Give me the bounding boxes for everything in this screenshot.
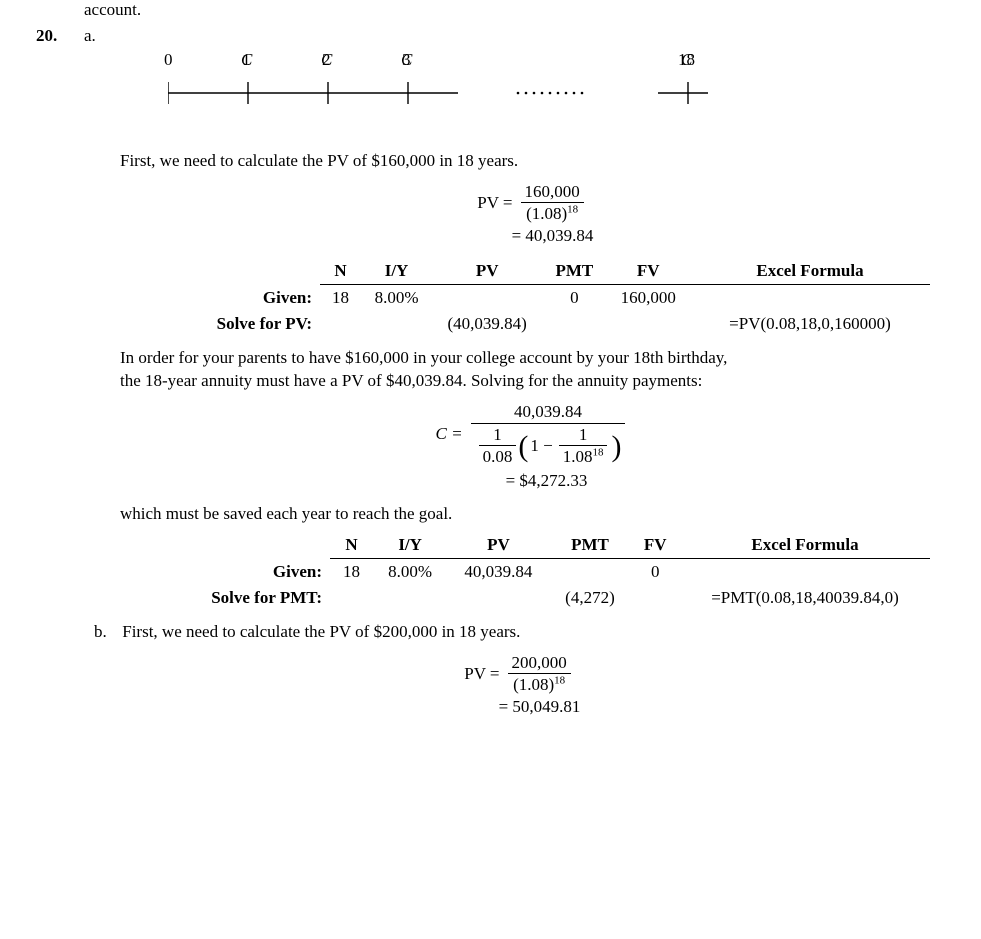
t2-s-pmt: (4,272) [550,585,631,611]
eq3-lhs: PV = [464,664,499,684]
t1-g-n: 18 [320,285,361,312]
calc-table-pmt: N I/Y PV PMT FV Excel Formula Given: 18 … [150,532,930,611]
prev-page-fragment: account. [84,0,945,20]
eq1-result: = 40,039.84 [512,226,594,246]
eq3-num: 200,000 [508,652,571,674]
timeline-c-18: C [681,50,692,70]
equation-pv-160k: PV = 160,000 (1.08)18 = 40,039.84 [120,181,945,247]
t2-g-fv: 0 [630,559,680,586]
t1-h-n: N [320,258,361,285]
t2-g-pv: 40,039.84 [447,559,549,586]
eq2-b1d: 0.08 [479,446,517,467]
paragraph-b1: First, we need to calculate the PV of $2… [122,622,520,641]
t2-s-excel: =PMT(0.08,18,40039.84,0) [680,585,930,611]
t1-h-excel: Excel Formula [690,258,930,285]
eq2-b2n: 1 [559,424,608,446]
t1-g-excel [690,285,930,312]
paragraph-a3: which must be saved each year to reach t… [120,503,945,526]
t1-g-iy: 8.00% [361,285,432,312]
t1-h-iy: I/Y [361,258,432,285]
t2-g-n: 18 [330,559,373,586]
part-a-letter: a. [84,26,108,46]
timeline-c-1: C [241,50,252,70]
t2-h-fv: FV [630,532,680,559]
eq2-topnum: 40,039.84 [471,401,626,423]
part-b: b. First, we need to calculate the PV of… [94,621,945,717]
eq3-den: (1.08)18 [508,674,571,695]
eq2-lhs: C = [436,424,463,444]
part-b-letter: b. [94,621,118,644]
t2-h-pmt: PMT [550,532,631,559]
eq2-result: = $4,272.33 [506,471,588,491]
t1-g-fv: 160,000 [606,285,690,312]
t2-solve-label: Solve for PMT: [150,585,330,611]
t2-given-label: Given: [150,559,330,586]
eq2-oneminus: 1 − [530,435,552,456]
t1-s-excel: =PV(0.08,18,0,160000) [690,311,930,337]
t1-given-label: Given: [150,285,320,312]
t1-g-pmt: 0 [542,285,606,312]
timeline-diagram: 0 1 2 3 18 C C [168,50,788,140]
t2-g-iy: 8.00% [373,559,447,586]
t2-h-pv: PV [447,532,549,559]
timeline-svg [168,78,728,118]
t2-h-excel: Excel Formula [680,532,930,559]
calc-table-pv: N I/Y PV PMT FV Excel Formula Given: 18 … [150,258,930,337]
t1-g-pv [432,285,542,312]
t2-h-n: N [330,532,373,559]
equation-annuity-c: C = 40,039.84 1 0.08 ( 1 − 1 [120,401,945,491]
t1-solve-label: Solve for PV: [150,311,320,337]
timeline-tick-0: 0 [164,50,173,70]
t1-h-pv: PV [432,258,542,285]
timeline-c-2: C [321,50,332,70]
question-row: 20. a. [36,26,945,46]
equation-pv-200k: PV = 200,000 (1.08)18 = 50,049.81 [94,652,945,718]
eq1-lhs: PV = [477,193,512,213]
paragraph-a1: First, we need to calculate the PV of $1… [120,150,945,173]
t1-h-pmt: PMT [542,258,606,285]
t2-h-iy: I/Y [373,532,447,559]
question-number: 20. [36,26,84,46]
eq3-result: = 50,049.81 [499,697,581,717]
eq2-b2d: 1.0818 [559,446,608,467]
timeline-c-3: C [401,50,412,70]
t1-h-fv: FV [606,258,690,285]
paragraph-a2: In order for your parents to have $160,0… [120,347,945,393]
eq1-num: 160,000 [521,181,584,203]
eq1-den: (1.08)18 [521,203,584,224]
eq2-b1n: 1 [479,424,517,446]
t1-s-pv: (40,039.84) [432,311,542,337]
